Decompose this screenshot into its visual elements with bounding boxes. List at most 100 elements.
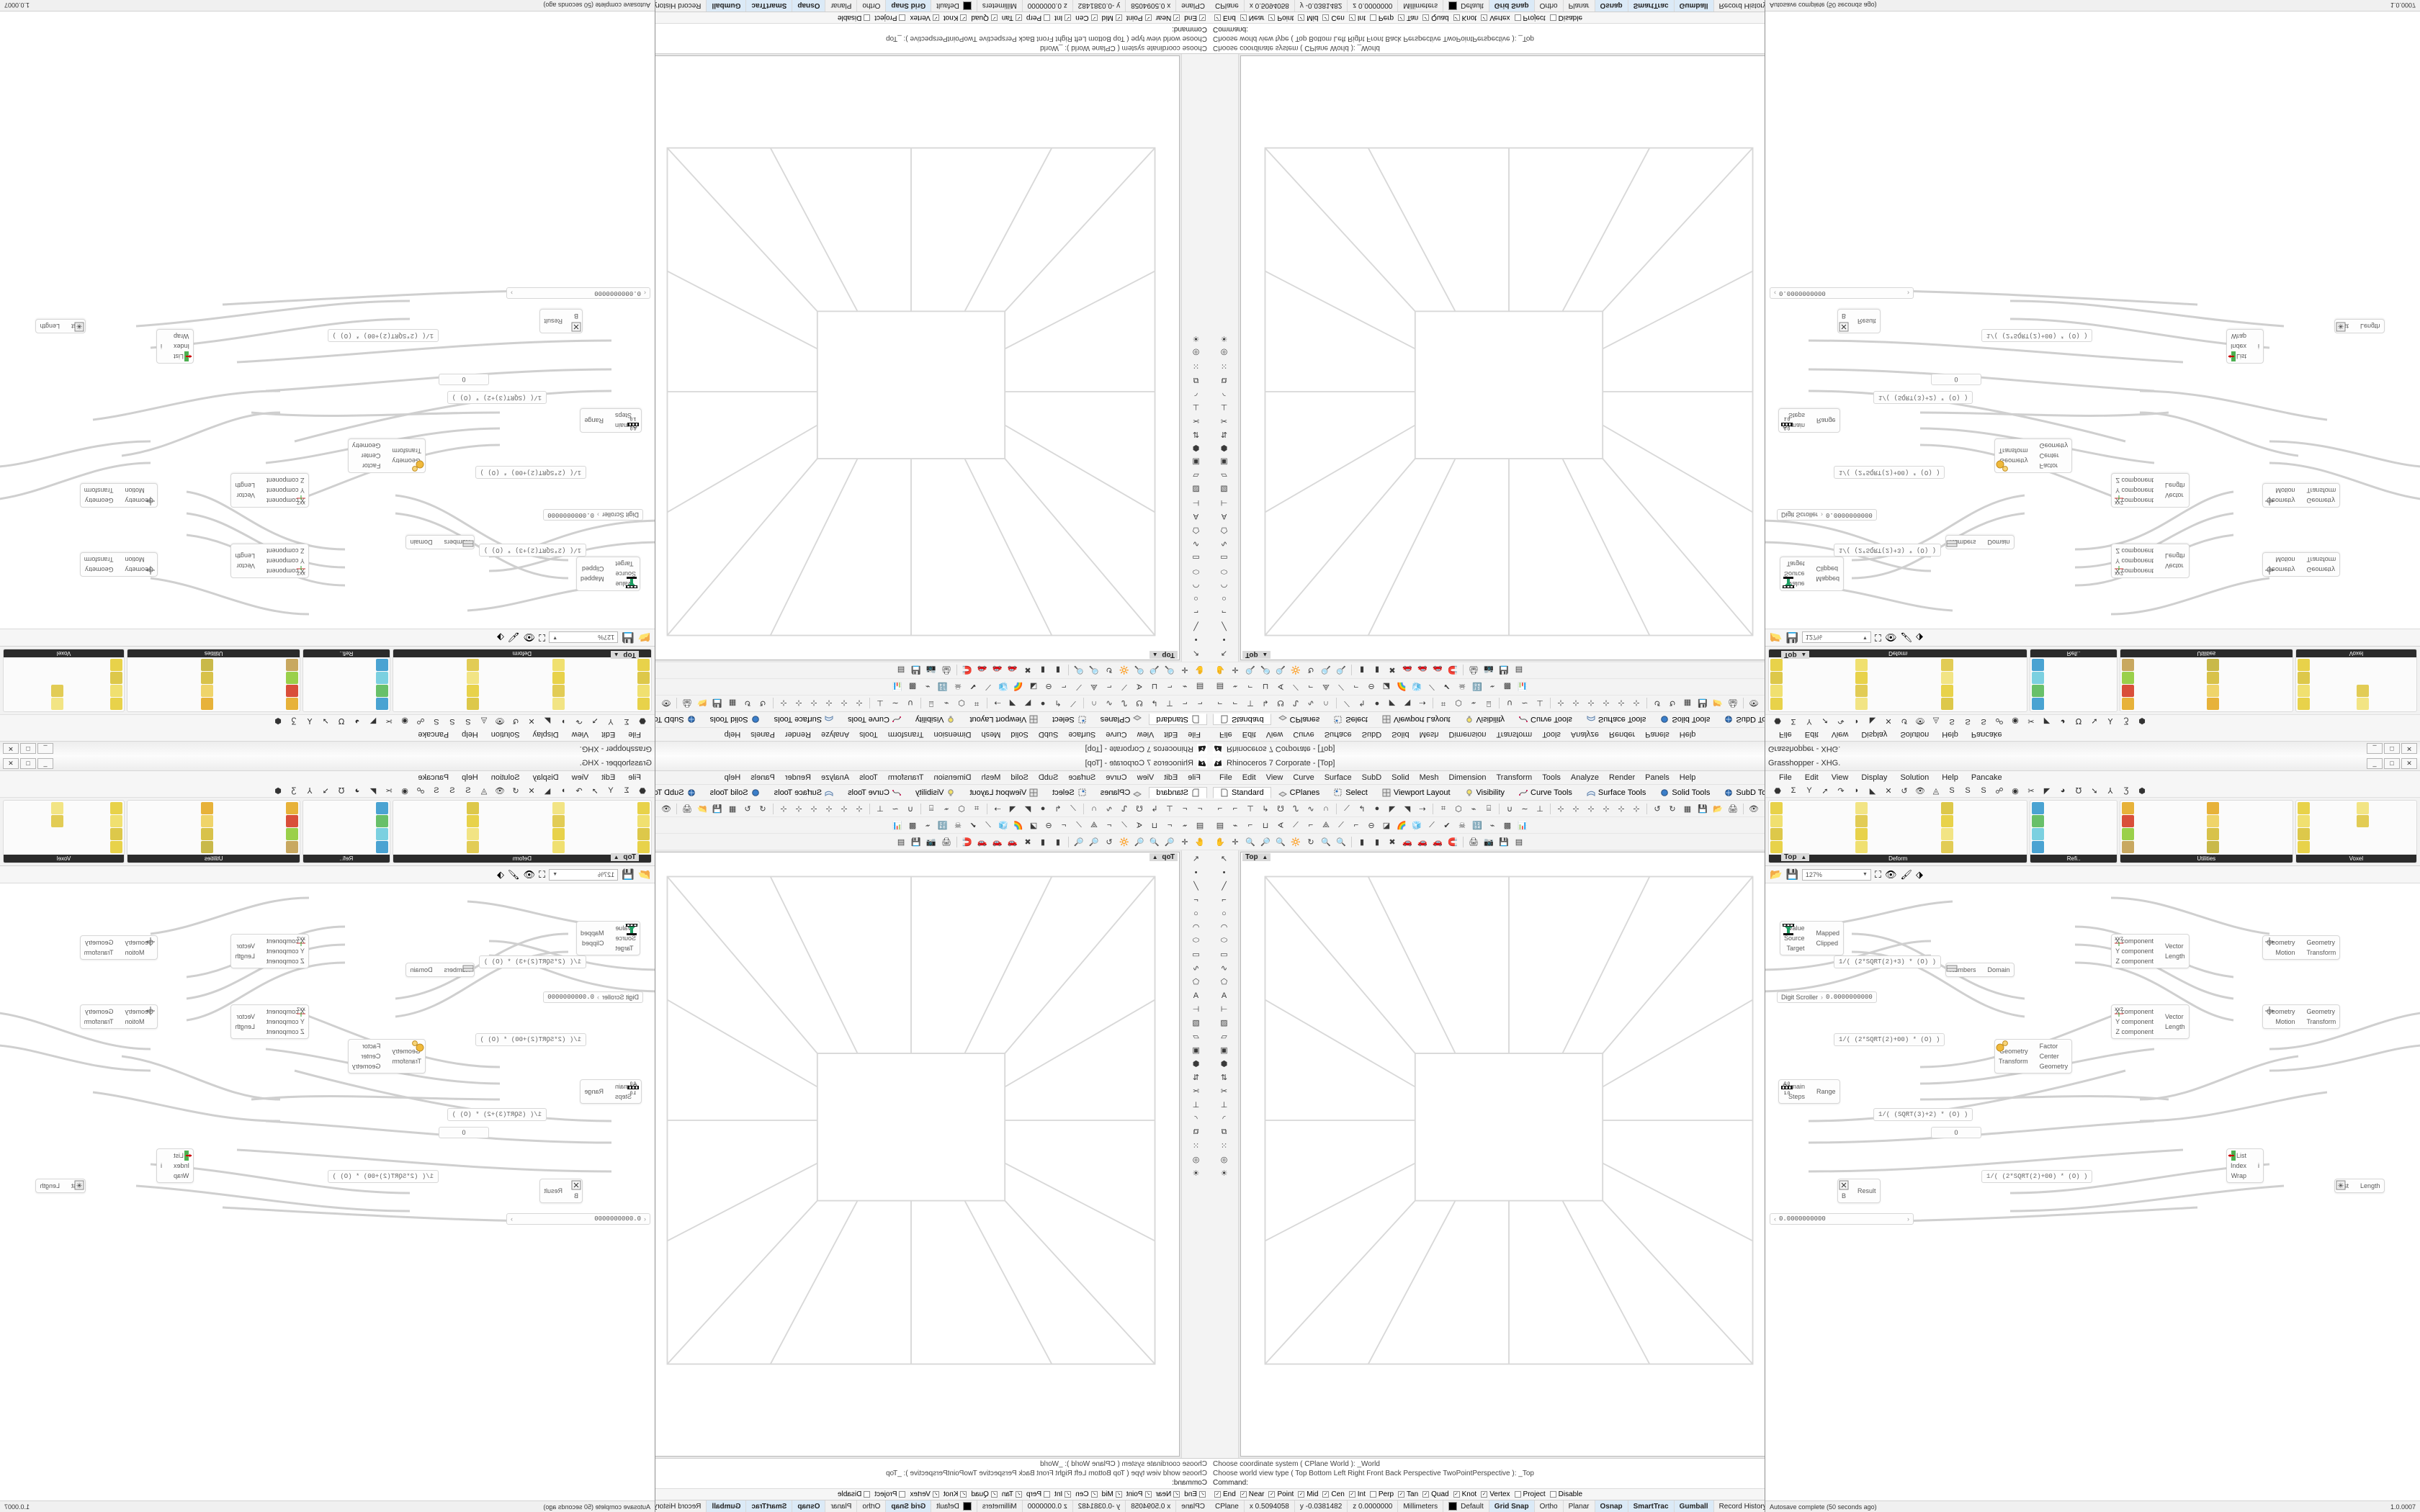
deform-icon-8[interactable] — [552, 841, 565, 853]
bake-icon[interactable]: ⬗ — [496, 868, 504, 880]
gh-menu-help[interactable]: Help — [1942, 730, 1958, 739]
fillet-tool-icon[interactable]: ◜ — [1194, 1115, 1198, 1123]
node-expression-2[interactable]: 1/( (2*SQRT(2)+00) * (O) ) — [1834, 466, 1945, 479]
status-toggle-gumball[interactable]: Gumball — [706, 0, 746, 12]
port-geometry-out[interactable]: Geometry — [2306, 1008, 2336, 1015]
osnap-project[interactable]: Project — [874, 14, 906, 22]
status-units[interactable]: Millimeters — [976, 0, 1022, 12]
deform-icon-11[interactable] — [467, 672, 480, 684]
osnap-mid[interactable]: ✓ Mid — [1298, 14, 1319, 22]
car-red-icon[interactable]: 🚗 — [1402, 665, 1412, 675]
bad-object-icon[interactable]: ☠ — [954, 682, 962, 691]
ribbon-group-deform-name[interactable]: Deform — [1769, 855, 2027, 863]
cplane-3pt-icon[interactable]: ⊹ — [1572, 698, 1579, 708]
port-z-component[interactable]: Z component — [266, 1028, 305, 1035]
gh-tab-transform-icon[interactable]: ↺ — [512, 786, 519, 796]
deform-icon-11[interactable] — [1940, 828, 1953, 840]
menu-dimension[interactable]: Dimension — [933, 773, 972, 782]
polygon-tool-icon[interactable]: ⬠ — [1192, 526, 1200, 534]
gh-tab-s3-icon[interactable]: S — [1981, 717, 1986, 726]
menu-curve[interactable]: Curve — [1106, 730, 1127, 739]
node-result[interactable]: A B Result — [539, 1179, 583, 1203]
gh-tab-surface-icon[interactable]: ◗ — [560, 786, 566, 795]
layer-color-swatch[interactable] — [1448, 1502, 1458, 1511]
gh-tab-sets-icon[interactable]: Y — [608, 786, 614, 795]
menu-surface[interactable]: Surface — [1068, 773, 1096, 782]
tab-visibility[interactable]: Visibility — [1458, 787, 1512, 798]
distance-icon[interactable]: ⟋ — [1121, 820, 1127, 829]
gh-close-button[interactable]: ✕ — [3, 757, 19, 769]
port-vector[interactable]: Vector — [236, 492, 255, 499]
zoom-extents-icon[interactable]: ✛ — [1181, 837, 1188, 847]
analysis-icon[interactable]: ∪ — [907, 804, 914, 814]
curvature-icon[interactable]: ∼ — [1521, 804, 1528, 814]
node-result[interactable]: A B Result — [539, 309, 583, 333]
node-vector-xyz-1[interactable]: X component Y component Z component XYZ … — [230, 934, 309, 968]
bottom-slider-value[interactable]: 0.0000000000 — [1779, 289, 1826, 297]
gh-tab-surface-icon[interactable]: ◗ — [560, 717, 566, 726]
undo-view-icon[interactable]: ↺ — [759, 804, 766, 814]
offset-icon[interactable]: ⌸ — [928, 804, 934, 813]
osnap-vertex[interactable]: ✓ Vertex — [1481, 14, 1510, 22]
angle-icon[interactable]: ∢ — [1277, 821, 1284, 830]
hatch-tool-icon[interactable]: ▨ — [1192, 1019, 1200, 1027]
freeform-curve-icon[interactable]: ∿ — [1307, 698, 1314, 708]
osnap-knot[interactable]: ✓ Knot — [943, 14, 967, 22]
deform-icon-9[interactable] — [467, 698, 480, 710]
refine-icon-1[interactable] — [375, 802, 388, 814]
voxel-icon-3[interactable] — [2297, 828, 2310, 840]
gh-tab-transform-icon[interactable]: ↺ — [1901, 716, 1908, 726]
osnap-knot-checkbox[interactable]: ✓ — [960, 1491, 967, 1498]
port-factor[interactable]: Factor — [362, 462, 381, 469]
menu-file[interactable]: File — [1219, 730, 1232, 739]
surface-edit-icon[interactable]: ◤ — [1389, 698, 1396, 708]
menu-panels[interactable]: Panels — [750, 773, 775, 782]
refine-icon-2[interactable] — [2032, 815, 2045, 827]
osnap-disable[interactable]: Disable — [838, 14, 871, 22]
array-tool-icon[interactable]: ⁙ — [1220, 361, 1228, 370]
tab-standard[interactable]: Standard — [1149, 714, 1207, 726]
voxel-icon-2[interactable] — [110, 685, 123, 697]
ellipse-tool-icon[interactable]: ⬭ — [1192, 936, 1200, 945]
utilities-icon-5[interactable] — [201, 698, 214, 710]
continuity-icon[interactable]: ⌐ — [1353, 821, 1359, 829]
node-digit-scroller[interactable]: Digit Scroller › 0.0000000000 — [1777, 509, 1877, 521]
gradient-line-icon[interactable]: ⟋ — [1429, 683, 1435, 692]
utilities-icon-8[interactable] — [201, 659, 214, 671]
bottom-slider-value[interactable]: 0.0000000000 — [594, 1215, 641, 1223]
viewport-left-caret-icon[interactable]: ▲ — [1152, 854, 1158, 860]
gh-tab-z-icon[interactable]: Ʒ — [2123, 717, 2129, 726]
menu-view[interactable]: View — [1265, 730, 1283, 739]
polyline-tool-icon[interactable]: ⌐ — [1222, 608, 1227, 617]
osnap-project[interactable]: Project — [874, 1490, 906, 1498]
port-i[interactable]: i — [160, 343, 162, 350]
utilities-icon-1[interactable] — [2121, 802, 2134, 814]
gh-tab-spiral-icon[interactable]: ℧ — [338, 786, 345, 796]
gh-menu-view[interactable]: View — [1831, 730, 1849, 739]
circle-tool-icon[interactable]: ○ — [1222, 594, 1227, 603]
port-target[interactable]: Target — [615, 560, 634, 567]
node-list-item[interactable]: List Index Wrap i — [2226, 329, 2264, 364]
fillet-tool-icon[interactable]: ◜ — [1222, 1115, 1226, 1123]
node-number-param[interactable]: 0 — [1931, 374, 1981, 385]
zoom-extents-icon[interactable]: ✛ — [1232, 665, 1239, 675]
port-b[interactable]: B — [1842, 1192, 1847, 1200]
port-y-component[interactable]: Y component — [266, 487, 305, 494]
deform-icon-12[interactable] — [467, 841, 480, 853]
split-tool-icon[interactable]: ⊥ — [1220, 402, 1228, 411]
menu-dimension[interactable]: Dimension — [933, 730, 972, 739]
node-expression-3[interactable]: 1/( (SQRT(3)+2) * (O) ) — [1873, 391, 1973, 404]
node-expression-4[interactable]: 1/( (2*SQRT(2)+00) * (O) ) — [1981, 329, 2093, 342]
gh-tab-params-icon[interactable]: ⬣ — [639, 786, 646, 796]
gh-tab-hex-icon[interactable]: ⬢ — [274, 786, 282, 796]
surface-tool-icon[interactable]: ▱ — [1193, 1032, 1199, 1041]
save-as-icon[interactable]: 💾 — [1499, 837, 1509, 847]
save-icon[interactable]: 💾 — [1698, 804, 1708, 814]
sphere-icon[interactable]: ● — [1374, 804, 1380, 813]
node-expression-2[interactable]: 1/( (2*SQRT(2)+00) * (O) ) — [1834, 1033, 1945, 1046]
sweep1-icon[interactable]: ⟋ — [1070, 699, 1076, 708]
osnap-int[interactable]: ✓ Int — [1054, 1490, 1072, 1498]
gh-tab-z-icon[interactable]: Ʒ — [291, 786, 297, 795]
menu-render[interactable]: Render — [784, 773, 811, 782]
menu-tools[interactable]: Tools — [1542, 730, 1561, 739]
